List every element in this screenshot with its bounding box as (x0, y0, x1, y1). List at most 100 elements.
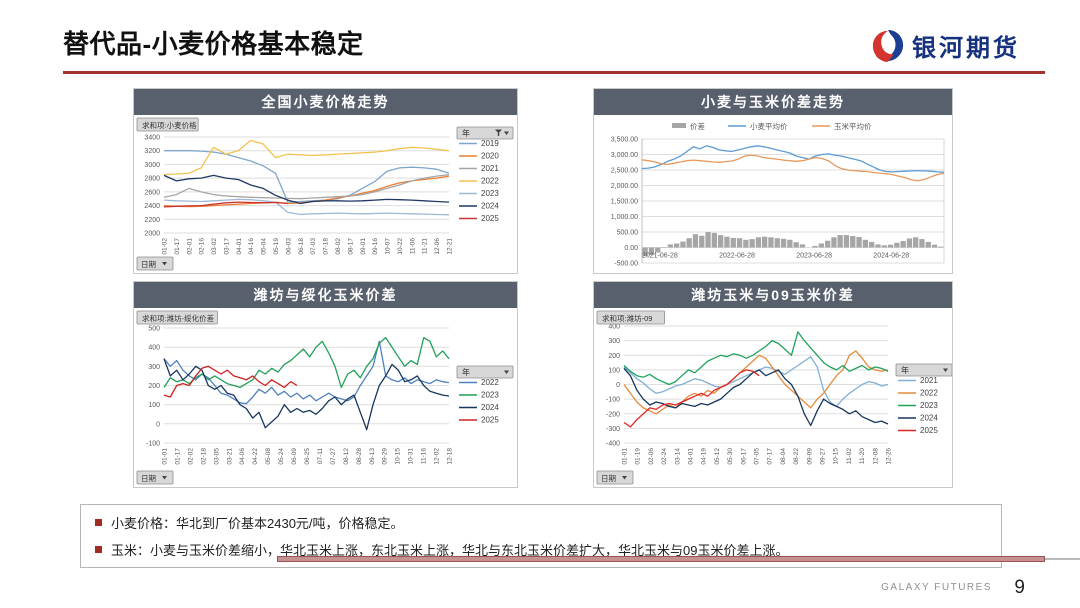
svg-text:05-24: 05-24 (278, 448, 285, 465)
svg-text:11-16: 11-16 (421, 448, 428, 465)
svg-text:3,500.00: 3,500.00 (611, 137, 638, 144)
svg-text:1,500.00: 1,500.00 (611, 199, 638, 206)
pivot-field-label: 求和项:潍坊-绥化价差 (136, 310, 218, 325)
svg-text:-300: -300 (606, 426, 620, 433)
svg-text:03-17: 03-17 (224, 238, 231, 255)
svg-text:0: 0 (616, 382, 620, 389)
svg-text:10-31: 10-31 (408, 448, 415, 465)
svg-text:08-28: 08-28 (356, 448, 363, 465)
title-underline (63, 71, 1045, 74)
bullet-square-icon (95, 546, 102, 553)
svg-text:2000: 2000 (144, 231, 160, 238)
galaxy-futures-logo: 银河期货 (871, 28, 1020, 63)
svg-text:09-29: 09-29 (382, 448, 389, 465)
svg-text:02-01: 02-01 (186, 238, 193, 255)
svg-text:09-13: 09-13 (369, 448, 376, 465)
year-filter-chip: 年 (456, 365, 514, 379)
svg-text:300: 300 (148, 364, 160, 371)
svg-text:06-09: 06-09 (291, 448, 298, 465)
svg-text:05-19: 05-19 (273, 238, 280, 255)
svg-text:12-18: 12-18 (447, 448, 454, 465)
national-wheat-price-chart-svg: 2000 2200 2400 2600 2800 3000 3200 3400 01-02 01-… (136, 117, 514, 271)
wheat-corn-spread-chart-svg: -500.00 0.00 500.00 1,000.00 1,500.00 2,000.0… (611, 121, 945, 268)
svg-text:价差: 价差 (690, 121, 705, 131)
svg-text:2800: 2800 (144, 176, 160, 183)
chart-title-wheat-corn-spread: 小麦与玉米价差走势 (594, 89, 952, 115)
svg-text:08-12: 08-12 (343, 448, 350, 465)
svg-text:求和项:潍坊-09: 求和项:潍坊-09 (602, 313, 652, 323)
svg-text:2024: 2024 (481, 403, 499, 412)
svg-text:06-03: 06-03 (285, 238, 292, 255)
svg-text:2021: 2021 (481, 164, 499, 173)
svg-text:-100: -100 (606, 397, 620, 404)
svg-text:02-16: 02-16 (199, 238, 206, 255)
chart-legend: 2022 2023 2024 2025 (459, 378, 499, 425)
svg-text:0.00: 0.00 (624, 245, 638, 252)
note-text-corn: 玉米：小麦与玉米价差缩小，华北玉米上涨，东北玉米上涨，华北与东北玉米价差扩大，华… (111, 543, 789, 558)
svg-text:2021: 2021 (920, 376, 938, 385)
svg-text:2,000.00: 2,000.00 (611, 183, 638, 190)
svg-text:1,000.00: 1,000.00 (611, 214, 638, 221)
chart-wheat-corn-spread: -500.00 0.00 500.00 1,000.00 1,500.00 2,000.0… (594, 115, 952, 273)
date-filter-chip: 日期 (136, 256, 174, 271)
svg-text:07-27: 07-27 (330, 448, 337, 465)
chart-national-wheat-price: 2000 2200 2400 2600 2800 3000 3200 3400 01-02 01-… (134, 115, 517, 273)
svg-text:02-02: 02-02 (187, 448, 194, 465)
svg-text:10-07: 10-07 (385, 238, 392, 255)
svg-text:03-21: 03-21 (226, 448, 233, 465)
footer-brand: GALAXY FUTURES (881, 582, 992, 593)
svg-text:0: 0 (156, 421, 160, 428)
svg-text:02-06: 02-06 (648, 448, 655, 465)
pivot-field-label: 求和项:潍坊-09 (596, 310, 665, 325)
chart-legend: 2019 2020 2021 2022 2023 2024 2025 (459, 139, 499, 223)
weifang-suihua-corn-spread-chart-svg: -100 0 100 200 300 400 500 01-01 01-17 02-02 02-18… (136, 310, 514, 485)
svg-text:08-17: 08-17 (347, 238, 354, 255)
svg-text:06-17: 06-17 (740, 448, 747, 465)
svg-text:11-02: 11-02 (846, 448, 853, 465)
date-filter-chip: 日期 (596, 470, 634, 485)
svg-text:08-04: 08-04 (780, 448, 787, 465)
date-filter-chip: 日期 (136, 470, 174, 485)
svg-text:04-01: 04-01 (688, 448, 695, 465)
chart-legend: 价差 小麦平均价 玉米平均价 (672, 121, 872, 131)
svg-text:07-03: 07-03 (310, 238, 317, 255)
svg-text:05-12: 05-12 (714, 448, 721, 465)
svg-text:12-26: 12-26 (886, 448, 893, 465)
svg-text:2022: 2022 (481, 378, 499, 387)
svg-text:200: 200 (148, 383, 160, 390)
bottom-thin-line (1045, 558, 1080, 560)
svg-text:04-22: 04-22 (252, 448, 259, 465)
svg-text:玉米平均价: 玉米平均价 (834, 121, 872, 131)
svg-text:07-18: 07-18 (323, 238, 330, 255)
svg-text:求和项:小麦价格: 求和项:小麦价格 (142, 120, 197, 130)
svg-text:04-06: 04-06 (239, 448, 246, 465)
svg-text:01-01: 01-01 (162, 448, 169, 465)
card-weifang-suihua-corn-spread: 潍坊与绥化玉米价差 -100 0 100 200 300 400 500 01-01 01-17… (133, 281, 518, 488)
svg-text:3,000.00: 3,000.00 (611, 152, 638, 159)
svg-text:10-15: 10-15 (833, 448, 840, 465)
pivot-field-label: 求和项:小麦价格 (136, 117, 199, 132)
svg-text:08-02: 08-02 (335, 238, 342, 255)
svg-text:100: 100 (148, 402, 160, 409)
chart-legend: 2021 2022 2023 2024 2025 (898, 376, 938, 435)
svg-text:2023: 2023 (481, 189, 499, 198)
svg-text:年: 年 (462, 367, 470, 377)
svg-text:400: 400 (608, 324, 620, 331)
card-wheat-corn-spread: 小麦与玉米价差走势 -500.00 0.00 500.00 1,000.00 1,500… (593, 88, 953, 274)
svg-text:11-06: 11-06 (409, 238, 416, 255)
chart-title-weifang-suihua-corn-spread: 潍坊与绥化玉米价差 (134, 282, 517, 308)
chart-weifang-suihua-corn-spread: -100 0 100 200 300 400 500 01-01 01-17 02-02 02-18… (134, 308, 517, 487)
svg-text:日期: 日期 (141, 474, 156, 483)
svg-text:2022: 2022 (481, 177, 499, 186)
svg-text:05-30: 05-30 (727, 448, 734, 465)
svg-text:09-16: 09-16 (372, 238, 379, 255)
svg-text:2024-06-28: 2024-06-28 (873, 253, 909, 260)
svg-text:10-15: 10-15 (395, 448, 402, 465)
svg-text:2400: 2400 (144, 203, 160, 210)
svg-text:2024: 2024 (920, 414, 938, 423)
svg-text:2024: 2024 (481, 202, 499, 211)
svg-text:12-06: 12-06 (434, 238, 441, 255)
year-filter-chip: 年 (456, 126, 514, 140)
svg-text:2,500.00: 2,500.00 (611, 168, 638, 175)
svg-text:3200: 3200 (144, 148, 160, 155)
